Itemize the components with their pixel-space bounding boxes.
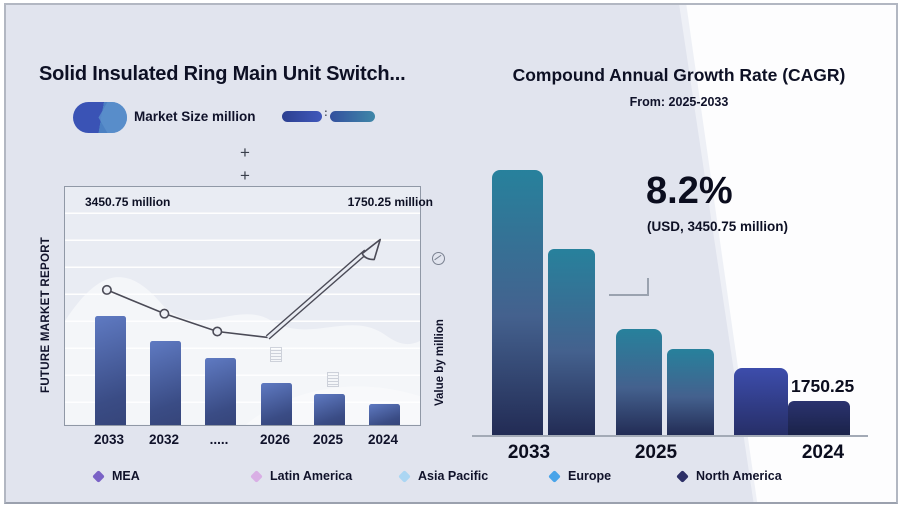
bar-2024 (368, 404, 400, 425)
minus-circle-icon (432, 252, 445, 265)
cagr-title: Compound Annual Growth Rate (CAGR) (512, 65, 846, 85)
cagr-bar-2033 (492, 170, 543, 436)
framed-background: Solid Insulated Ring Main Unit Switch...… (4, 3, 898, 504)
document-watermark-icon (327, 372, 339, 387)
plus-mark-icon: + (240, 166, 250, 185)
bar-2033 (94, 316, 126, 425)
x-tick-label: 2033 (507, 442, 551, 463)
cagr-bar-2025 (667, 349, 714, 436)
legend-item-asia-pacific: Asia Pacific (398, 469, 489, 483)
x-tick-label: 2025 (312, 432, 344, 447)
cagr-bar-2024 (734, 368, 788, 436)
trend-line-with-arrow (101, 238, 382, 340)
legend-item-north-america: North America (676, 469, 782, 483)
document-watermark-icon (270, 347, 282, 362)
annotation-start-value: 3450.75 million (85, 195, 171, 209)
legend-label: Latin America (270, 469, 353, 483)
market-size-icon (73, 102, 127, 133)
x-tick-label: 2033 (93, 432, 125, 447)
legend-colon: : (324, 107, 328, 119)
cagr-subtitle: From: 2025-2033 (629, 95, 729, 109)
bar-..... (204, 358, 236, 425)
x-tick-label: 2024 (801, 442, 845, 463)
left-chart-right-axis-label: Value by million (434, 319, 446, 407)
legend-diamond-icon (250, 469, 263, 483)
step-decoration (647, 278, 649, 295)
left-chart-x-axis: 2033 2032..... 2026 2025 2024 (64, 432, 421, 452)
bar-2025 (313, 394, 345, 425)
legend-diamond-icon (676, 469, 689, 483)
cagr-bar-2024 (788, 401, 850, 436)
cagr-bar-2025 (616, 329, 662, 436)
legend-label: North America (696, 469, 782, 483)
x-tick-label: 2024 (367, 432, 399, 447)
bar-value-label: 1750.25 (791, 376, 855, 396)
legend-pill-icon-2 (330, 111, 375, 122)
legend-item-mea: MEA (92, 469, 140, 483)
legend-label: MEA (112, 469, 140, 483)
cagr-note: (USD, 3450.75 million) (647, 219, 789, 234)
plus-mark-icon: + (240, 143, 250, 162)
legend-item-latin-america: Latin America (250, 469, 353, 483)
annotation-end-value: 1750.25 million (347, 195, 433, 209)
legend-label: Asia Pacific (418, 469, 489, 483)
x-tick-label: 2026 (259, 432, 291, 447)
x-tick-label: ..... (209, 432, 229, 447)
cagr-value: 8.2% (646, 170, 733, 212)
legend-pill-icon (282, 111, 322, 122)
page-title: Solid Insulated Ring Main Unit Switch... (39, 63, 406, 85)
left-chart-y-axis-label: FUTURE MARKET REPORT (40, 236, 52, 394)
bar-2032 (149, 341, 181, 425)
legend-item-europe: Europe (548, 469, 612, 483)
legend-label: Europe (568, 469, 612, 483)
legend-diamond-icon (92, 469, 105, 483)
bar-2026 (260, 383, 292, 425)
market-size-legend-label: Market Size million (134, 109, 256, 124)
step-decoration (609, 294, 649, 296)
legend-diamond-icon (548, 469, 561, 483)
left-chart-plot-area: 3450.75 million 1750.25 million (64, 186, 433, 426)
right-chart-baseline (472, 435, 868, 437)
legend-diamond-icon (398, 469, 411, 483)
x-tick-label: 2025 (634, 442, 678, 463)
x-tick-label: 2032 (148, 432, 180, 447)
cagr-bar-2033 (548, 249, 595, 436)
